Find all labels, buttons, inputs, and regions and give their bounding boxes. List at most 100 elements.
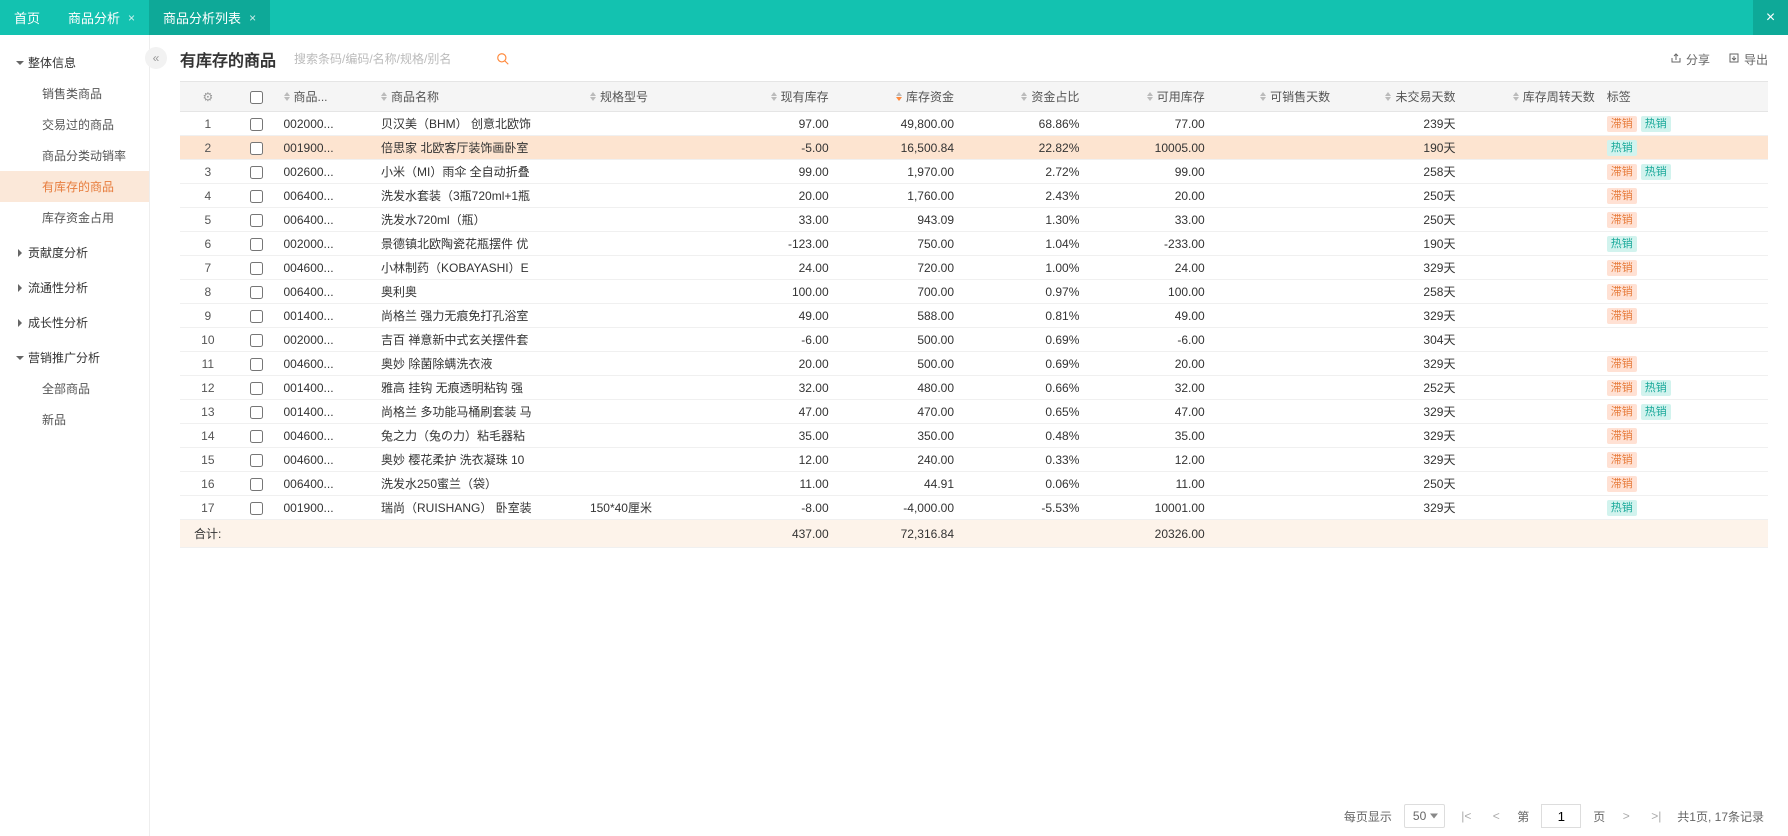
sidebar-collapse-button[interactable]: « (145, 47, 167, 69)
cell-stock: 20.00 (709, 184, 834, 208)
cell-avail: 77.00 (1085, 112, 1210, 136)
prev-page-button[interactable]: < (1487, 807, 1505, 825)
tab-2[interactable]: 商品分析列表× (149, 0, 270, 35)
row-checkbox[interactable] (250, 166, 263, 179)
nav-item[interactable]: 交易过的商品 (0, 109, 149, 140)
cell-spec (584, 472, 709, 496)
nav-item[interactable]: 商品分类动销率 (0, 140, 149, 171)
table-row[interactable]: 13001400...尚格兰 多功能马桶刷套装 马47.00470.000.65… (180, 400, 1768, 424)
cell-code: 001900... (278, 496, 376, 520)
row-checkbox[interactable] (250, 286, 263, 299)
table-row[interactable]: 5006400...洗发水720ml（瓶）33.00943.091.30%33.… (180, 208, 1768, 232)
table-row[interactable]: 12001400...雅高 挂钩 无痕透明粘钩 强32.00480.000.66… (180, 376, 1768, 400)
hot-tag: 热销 (1607, 236, 1637, 252)
next-page-button[interactable]: > (1617, 807, 1635, 825)
cell-tags: 滞销 (1601, 208, 1768, 232)
col-stock[interactable]: 现有库存 (709, 82, 834, 112)
cell-notrade: 258天 (1336, 160, 1461, 184)
lag-tag: 滞销 (1607, 428, 1637, 444)
table-row[interactable]: 10002000...吉百 禅意新中式玄关摆件套-6.00500.000.69%… (180, 328, 1768, 352)
cell-saledays (1211, 496, 1336, 520)
select-all-checkbox[interactable] (250, 91, 263, 104)
close-icon[interactable]: × (249, 11, 256, 25)
col-ratio[interactable]: 资金占比 (960, 82, 1085, 112)
cell-spec (584, 400, 709, 424)
cell-spec (584, 352, 709, 376)
row-checkbox[interactable] (250, 214, 263, 227)
table-row[interactable]: 15004600...奥妙 樱花柔护 洗衣凝珠 1012.00240.000.3… (180, 448, 1768, 472)
table-row[interactable]: 1002000...贝汉美（BHM） 创意北欧饰97.0049,800.0068… (180, 112, 1768, 136)
table-row[interactable]: 11004600...奥妙 除菌除螨洗衣液20.00500.000.69%20.… (180, 352, 1768, 376)
first-page-button[interactable]: |< (1457, 807, 1475, 825)
cell-ratio: 0.97% (960, 280, 1085, 304)
table-row[interactable]: 17001900...瑞尚（RUISHANG） 卧室装150*40厘米-8.00… (180, 496, 1768, 520)
row-checkbox[interactable] (250, 430, 263, 443)
col-fund[interactable]: 库存资金 (835, 82, 960, 112)
nav-group-title[interactable]: 整体信息 (0, 47, 149, 78)
row-checkbox[interactable] (250, 382, 263, 395)
tab-1[interactable]: 商品分析× (54, 0, 149, 35)
row-checkbox[interactable] (250, 358, 263, 371)
col-code[interactable]: 商品... (278, 82, 376, 112)
table-row[interactable]: 9001400...尚格兰 强力无痕免打孔浴室49.00588.000.81%4… (180, 304, 1768, 328)
row-checkbox[interactable] (250, 118, 263, 131)
nav-item[interactable]: 库存资金占用 (0, 202, 149, 233)
row-checkbox[interactable] (250, 454, 263, 467)
search-input[interactable] (294, 47, 494, 71)
close-all-tabs-button[interactable]: × (1753, 0, 1788, 35)
table-row[interactable]: 16006400...洗发水250蜜兰（袋）11.0044.910.06%11.… (180, 472, 1768, 496)
nav-item[interactable]: 有库存的商品 (0, 171, 149, 202)
export-button[interactable]: 导出 (1728, 51, 1768, 68)
col-name[interactable]: 商品名称 (375, 82, 584, 112)
cell-saledays (1211, 184, 1336, 208)
search-icon[interactable] (494, 50, 512, 68)
cell-turndays (1461, 184, 1600, 208)
nav-group-title[interactable]: 成长性分析 (0, 307, 149, 338)
nav-group-title[interactable]: 贡献度分析 (0, 237, 149, 268)
table-row[interactable]: 6002000...景德镇北欧陶瓷花瓶摆件 优-123.00750.001.04… (180, 232, 1768, 256)
table-row[interactable]: 14004600...兔之力（兔の力）粘毛器粘35.00350.000.48%3… (180, 424, 1768, 448)
page-input[interactable] (1541, 804, 1581, 828)
row-checkbox[interactable] (250, 142, 263, 155)
table-row[interactable]: 2001900...倍思家 北欧客厅装饰画卧室-5.0016,500.8422.… (180, 136, 1768, 160)
gear-icon[interactable]: ⚙ (202, 90, 213, 104)
row-checkbox[interactable] (250, 310, 263, 323)
row-checkbox[interactable] (250, 190, 263, 203)
last-page-button[interactable]: >| (1647, 807, 1665, 825)
share-button[interactable]: 分享 (1670, 51, 1710, 68)
col-avail[interactable]: 可用库存 (1085, 82, 1210, 112)
table-row[interactable]: 3002600...小米（MI）雨伞 全自动折叠99.001,970.002.7… (180, 160, 1768, 184)
row-checkbox[interactable] (250, 262, 263, 275)
hot-tag: 热销 (1607, 140, 1637, 156)
col-turndays[interactable]: 库存周转天数 (1461, 82, 1600, 112)
per-page-select[interactable]: 50 (1404, 804, 1445, 828)
nav-group-title[interactable]: 流通性分析 (0, 272, 149, 303)
table-row[interactable]: 8006400...奥利奥100.00700.000.97%100.00258天… (180, 280, 1768, 304)
table-row[interactable]: 7004600...小林制药（KOBAYASHI）E24.00720.001.0… (180, 256, 1768, 280)
nav-group-title[interactable]: 营销推广分析 (0, 342, 149, 373)
cell-ratio: 0.69% (960, 352, 1085, 376)
cell-notrade: 329天 (1336, 424, 1461, 448)
row-index: 7 (180, 256, 236, 280)
nav-item[interactable]: 全部商品 (0, 373, 149, 404)
col-spec[interactable]: 规格型号 (584, 82, 709, 112)
cell-fund: 500.00 (835, 352, 960, 376)
nav-group-0: 整体信息销售类商品交易过的商品商品分类动销率有库存的商品库存资金占用 (0, 47, 149, 233)
row-checkbox[interactable] (250, 334, 263, 347)
cell-name: 吉百 禅意新中式玄关摆件套 (375, 328, 584, 352)
close-icon[interactable]: × (128, 11, 135, 25)
col-saledays[interactable]: 可销售天数 (1211, 82, 1336, 112)
tab-0[interactable]: 首页 (0, 0, 54, 35)
cell-name: 雅高 挂钩 无痕透明粘钩 强 (375, 376, 584, 400)
table-row[interactable]: 4006400...洗发水套装（3瓶720ml+1瓶20.001,760.002… (180, 184, 1768, 208)
lag-tag: 滞销 (1607, 356, 1637, 372)
cell-stock: 100.00 (709, 280, 834, 304)
col-notrade[interactable]: 未交易天数 (1336, 82, 1461, 112)
row-checkbox[interactable] (250, 238, 263, 251)
row-checkbox[interactable] (250, 502, 263, 515)
nav-item[interactable]: 新品 (0, 404, 149, 435)
row-checkbox[interactable] (250, 478, 263, 491)
nav-item[interactable]: 销售类商品 (0, 78, 149, 109)
row-checkbox[interactable] (250, 406, 263, 419)
cell-code: 006400... (278, 208, 376, 232)
